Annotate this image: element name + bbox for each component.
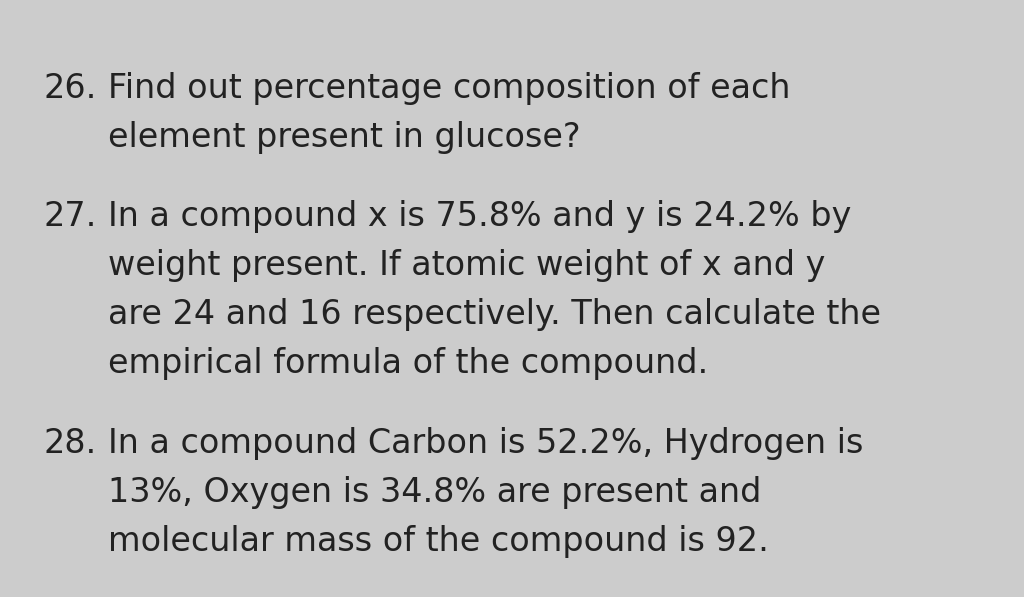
Text: empirical formula of the compound.: empirical formula of the compound. (108, 347, 708, 380)
Text: Find out percentage composition of each: Find out percentage composition of each (108, 72, 791, 104)
Text: 13%, Oxygen is 34.8% are present and: 13%, Oxygen is 34.8% are present and (108, 476, 761, 509)
Text: In a compound Carbon is 52.2%, Hydrogen is: In a compound Carbon is 52.2%, Hydrogen … (108, 427, 863, 460)
Text: 27.: 27. (43, 200, 96, 233)
Text: weight present. If atomic weight of x and y: weight present. If atomic weight of x an… (108, 249, 825, 282)
Text: 26.: 26. (43, 72, 96, 104)
Text: 28.: 28. (43, 427, 96, 460)
Text: element present in glucose?: element present in glucose? (108, 121, 581, 153)
Text: molecular mass of the compound is 92.: molecular mass of the compound is 92. (108, 525, 768, 558)
Text: are 24 and 16 respectively. Then calculate the: are 24 and 16 respectively. Then calcula… (108, 298, 881, 331)
Text: In a compound x is 75.8% and y is 24.2% by: In a compound x is 75.8% and y is 24.2% … (108, 200, 851, 233)
